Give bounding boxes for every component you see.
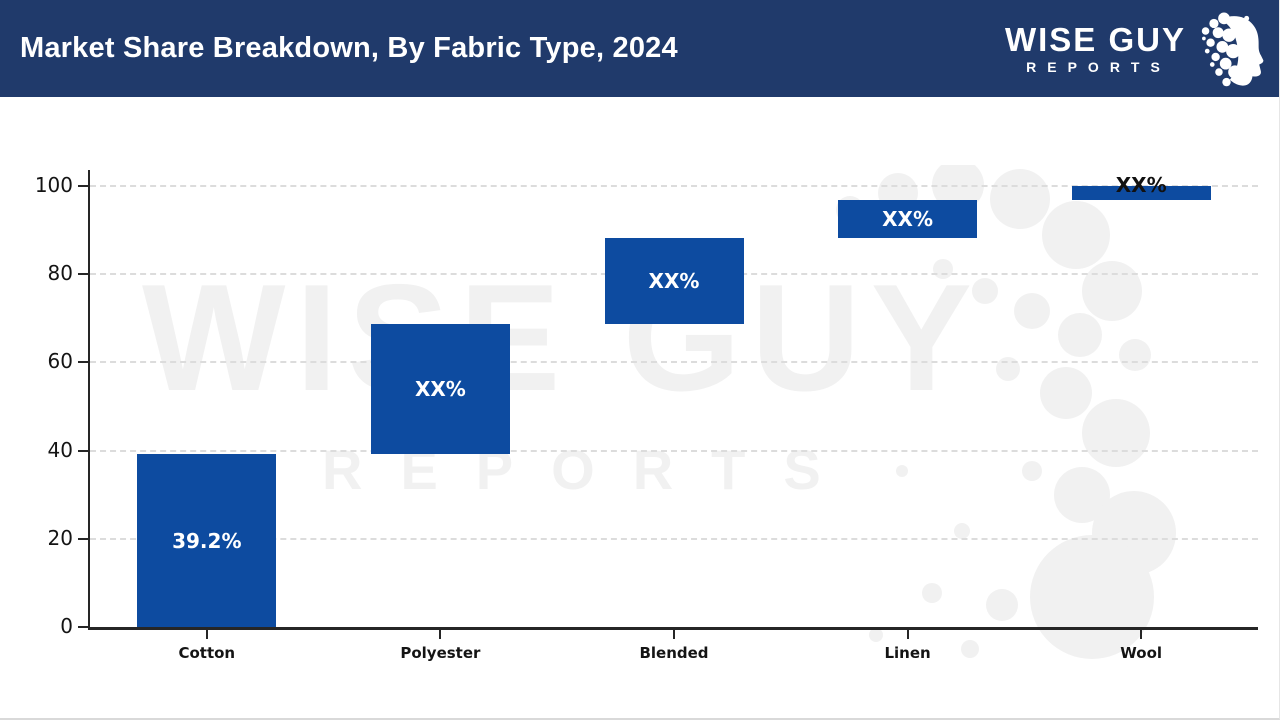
gridline-60 [90,361,1258,364]
bar-linen: XX% [838,200,978,238]
header: Market Share Breakdown, By Fabric Type, … [0,0,1279,97]
y-tick-label-0: 0 [60,614,73,638]
y-tick-label-80: 80 [47,261,73,286]
logo-face-icon [1201,12,1264,86]
plot-area: 0 20 40 60 80 100 39.2% Cotton XX% Polyester XX% Bl… [35,170,1258,662]
bar-wool [1071,186,1211,201]
x-tick-label-linen: Linen [884,644,931,662]
brand-logo-text: WISE GUY REPORTS [1005,23,1186,74]
bar-value-label-polyester: XX% [414,376,466,401]
y-tick-60 [78,361,88,364]
y-tick-label-100: 100 [34,173,73,197]
x-tick-label-wool: Wool [1120,644,1163,662]
bar-cotton: 39.2% [137,454,277,627]
bar-polyester: XX% [370,323,510,455]
bar-blended: XX% [604,237,744,324]
x-tick-blended [673,630,675,639]
watermark-wiseguy-text: WISE GUY [142,253,983,423]
gridline-20 [90,537,1258,540]
bar-value-label-blended: XX% [648,268,700,293]
page-title: Market Share Breakdown, By Fabric Type, … [20,32,678,64]
y-tick-label-20: 20 [47,525,73,550]
x-tick-polyester [439,630,442,639]
y-tick-label-60: 60 [47,349,73,374]
bar-value-label-linen: XX% [882,206,934,231]
x-tick-cotton [205,630,208,639]
logo-wiseguy-text: WISE GUY [1004,21,1186,58]
brand-logo: WISE GUY REPORTS [1005,5,1266,93]
y-tick-40 [78,449,88,452]
bar-value-label-cotton: 39.2% [172,528,242,553]
x-tick-label-blended: Blended [639,644,709,662]
gridline-100 [90,185,1258,187]
y-tick-100 [78,185,88,187]
x-tick-label-polyester: Polyester [400,644,481,662]
y-tick-0 [78,626,88,628]
gridline-40 [90,449,1258,452]
y-tick-80 [78,273,88,276]
logo-reports-text: REPORTS [1026,59,1171,75]
bar-value-label-wool: XX% [1115,173,1167,197]
y-tick-20 [78,537,88,540]
x-tick-wool [1140,630,1143,639]
x-tick-linen [906,630,909,639]
x-tick-label-cotton: Cotton [178,644,236,662]
y-tick-label-40: 40 [47,437,73,462]
